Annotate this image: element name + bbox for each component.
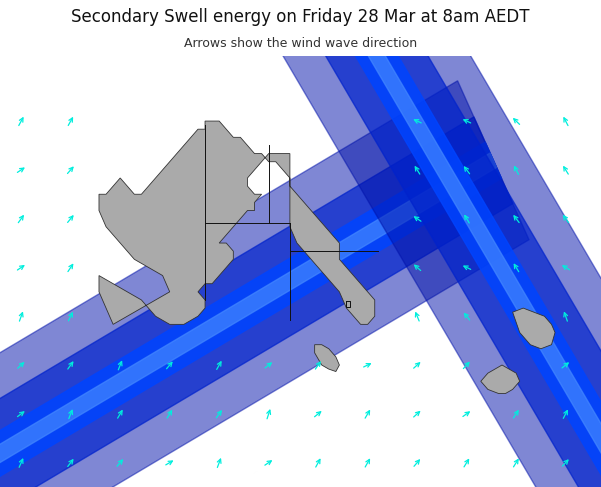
Polygon shape: [481, 365, 520, 393]
Text: Arrows show the wind wave direction: Arrows show the wind wave direction: [184, 37, 417, 50]
Polygon shape: [513, 308, 555, 349]
Polygon shape: [315, 345, 340, 372]
Text: Secondary Swell energy on Friday 28 Mar at 8am AEDT: Secondary Swell energy on Friday 28 Mar …: [72, 8, 529, 26]
Polygon shape: [0, 142, 501, 487]
Polygon shape: [0, 117, 513, 487]
Polygon shape: [282, 0, 601, 487]
Polygon shape: [0, 81, 529, 487]
Polygon shape: [99, 121, 375, 324]
Polygon shape: [0, 153, 496, 487]
Polygon shape: [252, 0, 601, 487]
Polygon shape: [311, 0, 601, 487]
Polygon shape: [302, 0, 601, 487]
